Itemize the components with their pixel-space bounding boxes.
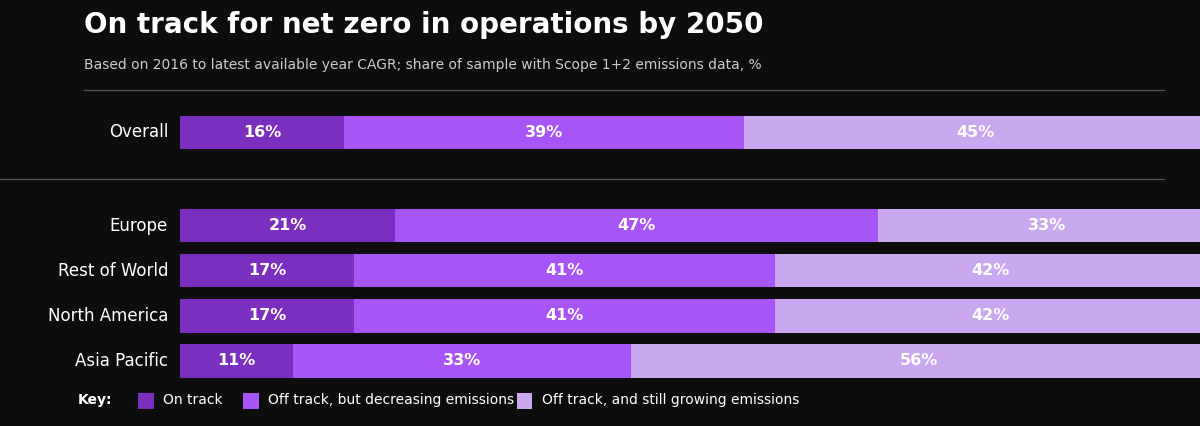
Bar [354, 299, 775, 333]
Text: 33%: 33% [443, 354, 481, 368]
Bar [396, 209, 877, 242]
Bar [775, 299, 1200, 333]
Bar [744, 115, 1200, 149]
Bar [877, 209, 1200, 242]
Text: 47%: 47% [618, 218, 655, 233]
FancyBboxPatch shape [244, 393, 259, 409]
Text: 33%: 33% [1028, 218, 1066, 233]
Text: 45%: 45% [956, 125, 995, 140]
Bar [180, 299, 354, 333]
Bar [293, 344, 631, 377]
Text: 42%: 42% [972, 308, 1009, 323]
FancyBboxPatch shape [138, 393, 154, 409]
Text: 41%: 41% [546, 263, 584, 278]
Bar [344, 115, 744, 149]
Text: North America: North America [48, 307, 168, 325]
Text: 41%: 41% [546, 308, 584, 323]
FancyBboxPatch shape [517, 393, 533, 409]
Text: On track: On track [163, 394, 223, 407]
Text: Off track, but decreasing emissions: Off track, but decreasing emissions [269, 394, 515, 407]
Bar [775, 254, 1200, 288]
Text: Key:: Key: [78, 393, 113, 407]
Text: 56%: 56% [900, 354, 938, 368]
Bar [180, 115, 344, 149]
Bar [180, 344, 293, 377]
Text: Based on 2016 to latest available year CAGR; share of sample with Scope 1+2 emis: Based on 2016 to latest available year C… [84, 58, 762, 72]
Text: Rest of World: Rest of World [58, 262, 168, 280]
Text: 17%: 17% [248, 308, 287, 323]
Bar [180, 254, 354, 288]
Text: Overall: Overall [109, 124, 168, 141]
Bar [180, 209, 396, 242]
Text: 17%: 17% [248, 263, 287, 278]
Bar [354, 254, 775, 288]
Bar [631, 344, 1200, 377]
Text: 39%: 39% [526, 125, 563, 140]
Text: Europe: Europe [109, 217, 168, 235]
Text: On track for net zero in operations by 2050: On track for net zero in operations by 2… [84, 11, 763, 39]
Text: 42%: 42% [972, 263, 1009, 278]
Text: 16%: 16% [242, 125, 281, 140]
Text: 21%: 21% [269, 218, 307, 233]
Text: Off track, and still growing emissions: Off track, and still growing emissions [542, 394, 799, 407]
Text: Asia Pacific: Asia Pacific [74, 352, 168, 370]
Text: 11%: 11% [217, 354, 256, 368]
